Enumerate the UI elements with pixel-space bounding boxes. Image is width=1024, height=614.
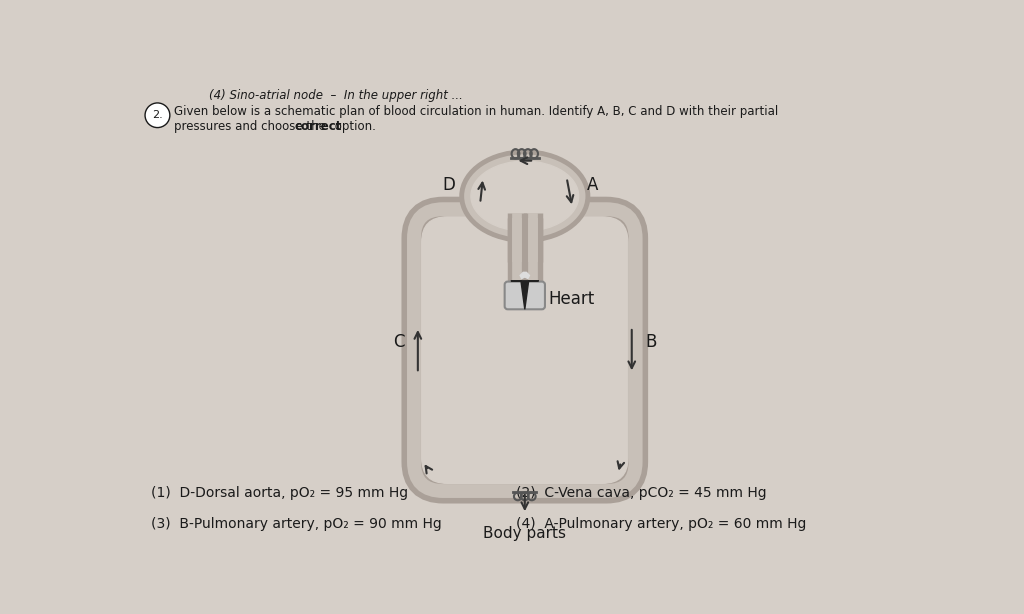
Text: option.: option. <box>331 120 376 133</box>
Text: D: D <box>442 176 455 193</box>
Text: (3)  B-Pulmonary artery, pO₂ = 90 mm Hg: (3) B-Pulmonary artery, pO₂ = 90 mm Hg <box>152 517 442 531</box>
Ellipse shape <box>471 161 579 231</box>
Text: A: A <box>587 176 598 193</box>
Text: correct: correct <box>295 120 342 133</box>
Text: Given below is a schematic plan of blood circulation in human. Identify A, B, C : Given below is a schematic plan of blood… <box>174 105 778 119</box>
Polygon shape <box>511 281 539 309</box>
Text: Body parts: Body parts <box>483 526 566 541</box>
FancyBboxPatch shape <box>422 217 628 483</box>
Text: (2)  C-Vena cava, pCO₂ = 45 mm Hg: (2) C-Vena cava, pCO₂ = 45 mm Hg <box>515 486 766 500</box>
Circle shape <box>145 103 170 128</box>
Text: C: C <box>393 333 404 351</box>
Polygon shape <box>520 273 529 279</box>
Text: 2.: 2. <box>153 111 163 120</box>
Text: Heart: Heart <box>548 290 594 308</box>
Text: pressures and choose the: pressures and choose the <box>174 120 330 133</box>
Text: (1)  D-Dorsal aorta, pO₂ = 95 mm Hg: (1) D-Dorsal aorta, pO₂ = 95 mm Hg <box>152 486 409 500</box>
FancyBboxPatch shape <box>128 74 922 546</box>
Text: B: B <box>645 333 656 351</box>
FancyBboxPatch shape <box>505 282 545 309</box>
Text: (4)  A-Pulmonary artery, pO₂ = 60 mm Hg: (4) A-Pulmonary artery, pO₂ = 60 mm Hg <box>515 517 806 531</box>
Text: (4) Sino-atrial node  –  In the upper right ...: (4) Sino-atrial node – In the upper righ… <box>209 89 463 102</box>
